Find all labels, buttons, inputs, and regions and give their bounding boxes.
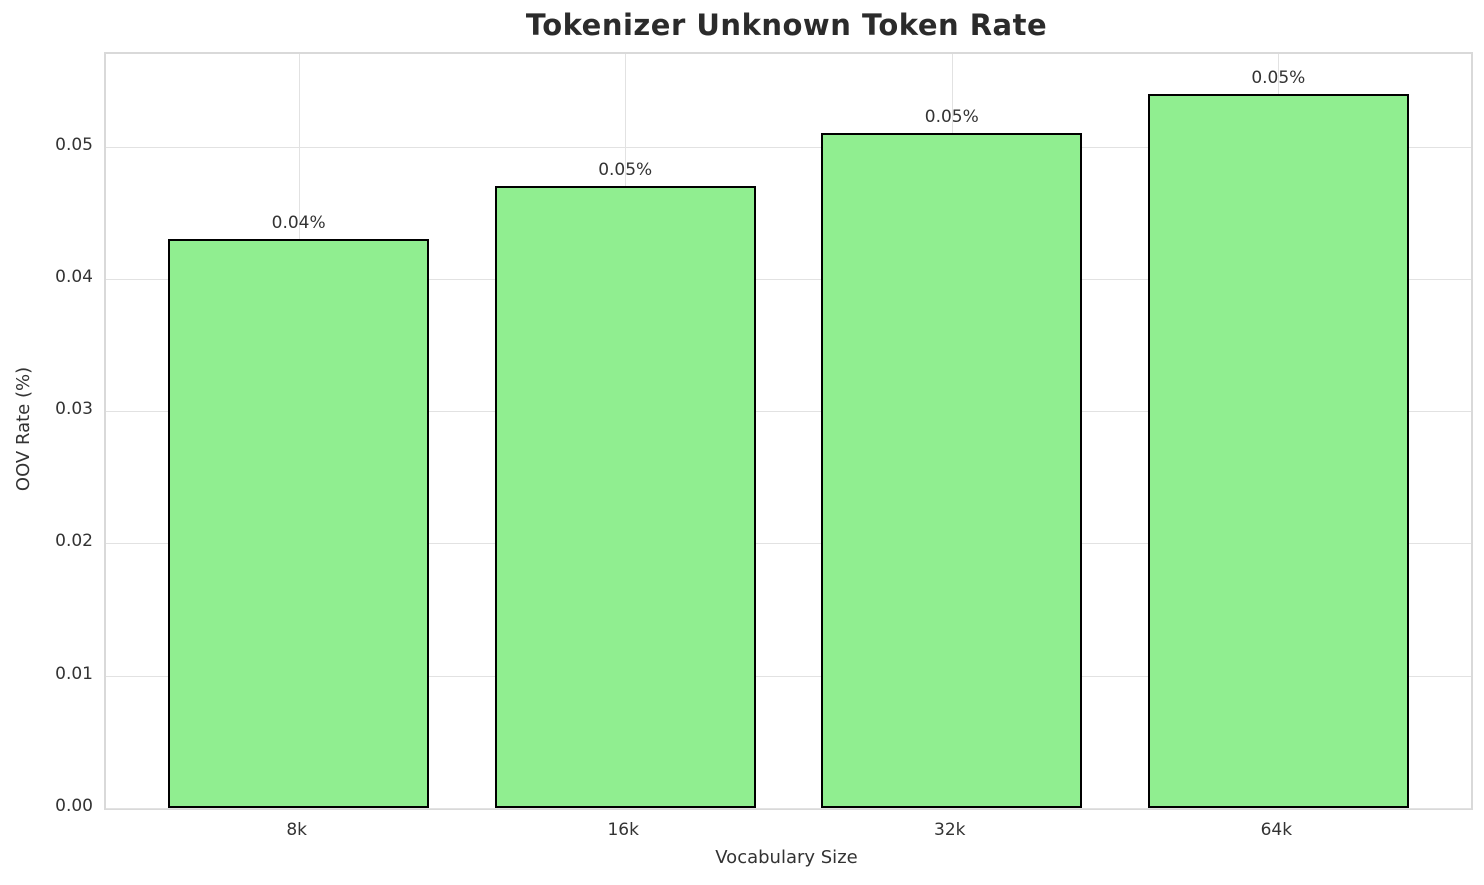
y-gridline <box>106 808 1471 809</box>
bar-value-label: 0.05% <box>598 160 653 181</box>
y-axis-label: OOV Rate (%) <box>13 366 34 492</box>
plot-area: 0.04% 0.05% 0.05% 0.05% <box>104 52 1473 810</box>
bar-32k <box>821 133 1083 808</box>
y-tick-label: 0.00 <box>55 796 93 816</box>
bar-64k <box>1147 93 1409 808</box>
y-tick-label: 0.02 <box>55 531 93 552</box>
x-tick-label: 8k <box>286 820 307 840</box>
y-gridline <box>106 278 1471 280</box>
y-gridline <box>106 675 1471 677</box>
y-gridline <box>106 543 1471 545</box>
y-tick-label: 0.01 <box>55 663 93 684</box>
y-tick-label: 0.04 <box>55 266 93 287</box>
y-gridline <box>106 411 1471 413</box>
y-tick-label: 0.05 <box>55 134 93 155</box>
y-tick-label: 0.03 <box>55 399 93 420</box>
x-tick-label: 64k <box>1260 820 1293 840</box>
bar-value-label: 0.05% <box>1251 67 1306 88</box>
x-tick-label: 32k <box>934 820 966 840</box>
y-gridline <box>106 146 1471 148</box>
bar-value-label: 0.05% <box>924 107 979 128</box>
x-axis-label: Vocabulary Size <box>715 847 858 868</box>
x-tick-label: 16k <box>607 820 639 840</box>
bar-16k <box>494 186 756 808</box>
chart-title: Tokenizer Unknown Token Rate <box>525 8 1048 42</box>
bar-8k <box>168 239 430 808</box>
bar-value-label: 0.04% <box>271 213 326 234</box>
